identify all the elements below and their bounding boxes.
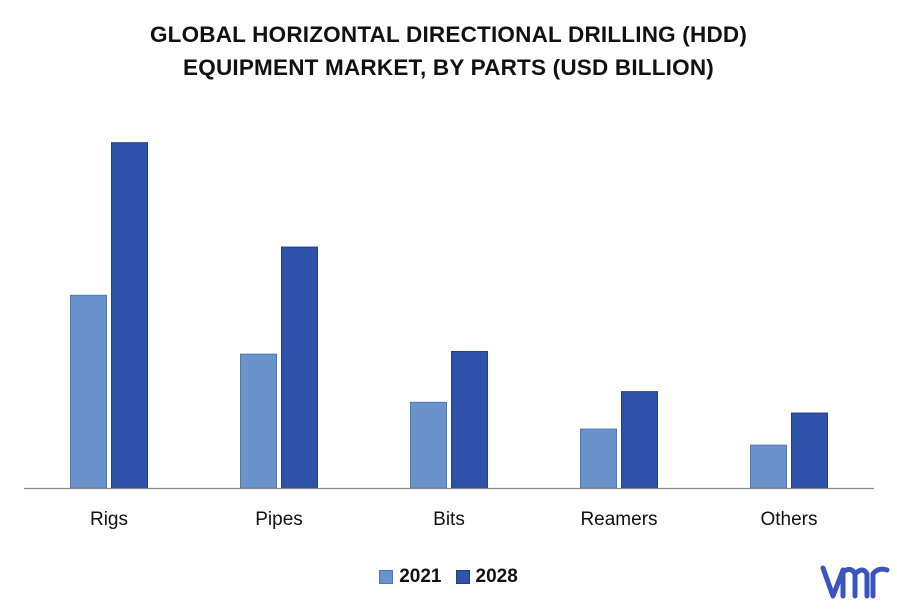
bar-reamers-2028 [621, 391, 658, 489]
bar-others-2021 [750, 444, 787, 489]
bar-pipes-2028 [281, 246, 318, 489]
legend-label-2021: 2021 [399, 566, 442, 587]
bar-rigs-2021 [70, 294, 107, 489]
bar-pipes-2021 [240, 353, 277, 489]
chart-title-line-2: EQUIPMENT MARKET, BY PARTS (USD BILLION) [183, 55, 714, 80]
legend-swatch-2021 [379, 570, 394, 584]
category-label-reamers: Reamers [580, 509, 657, 530]
legend-item-2028: 2028 [455, 566, 518, 588]
bar-others-2028 [791, 412, 828, 489]
chart-title-line-1: GLOBAL HORIZONTAL DIRECTIONAL DRILLING (… [149, 22, 748, 47]
category-label-pipes: Pipes [255, 509, 303, 530]
category-label-rigs: Rigs [90, 509, 128, 530]
bar-bits-2021 [410, 401, 447, 489]
legend-item-2021: 2021 [379, 566, 442, 588]
legend-swatch-2028 [455, 570, 470, 584]
vmr-logo-icon [820, 565, 890, 599]
category-label-others: Others [760, 509, 817, 530]
legend: 2021 2028 [0, 566, 897, 588]
chart-title: GLOBAL HORIZONTAL DIRECTIONAL DRILLING (… [0, 18, 897, 84]
bar-bits-2028 [451, 350, 488, 489]
legend-label-2028: 2028 [475, 566, 518, 587]
bar-rigs-2028 [111, 142, 148, 489]
category-label-bits: Bits [433, 509, 465, 530]
bar-reamers-2021 [580, 428, 617, 489]
